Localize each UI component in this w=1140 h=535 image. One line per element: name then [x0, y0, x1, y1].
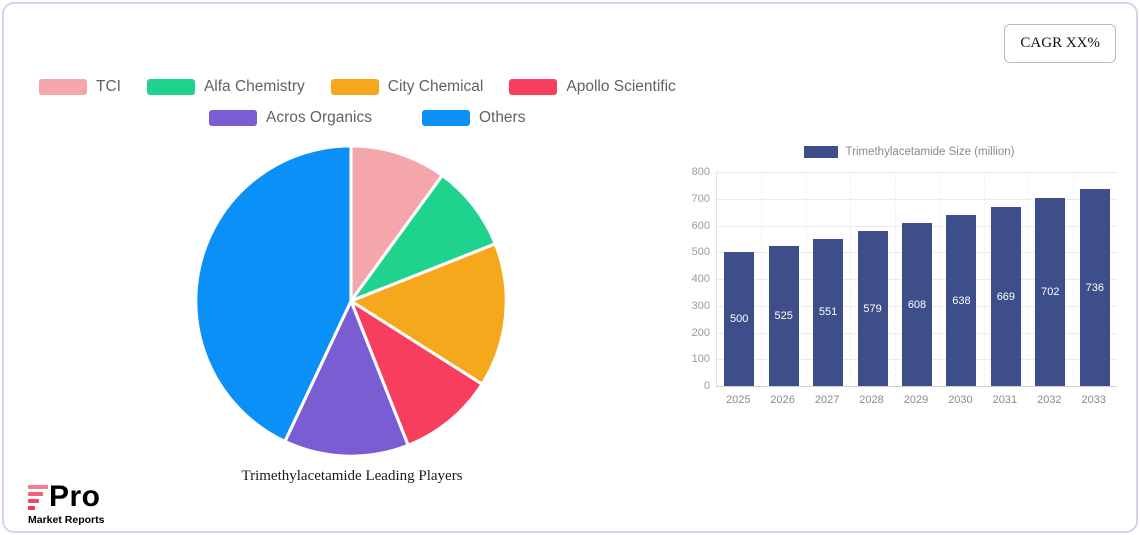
pie-chart	[188, 138, 514, 464]
legend-swatch-others	[421, 110, 470, 126]
bar-value-2032: 702	[1041, 286, 1060, 299]
bar-chart: Trimethylacetamide Size (million) 0 100 20…	[680, 144, 1136, 416]
legend-swatch-alfa-chemistry	[146, 79, 195, 95]
pie-slice-others	[194, 144, 353, 444]
legend-row-1: TCI Alfa Chemistry City Chemical Apollo …	[39, 78, 676, 96]
y-tick-label-100: 100	[691, 353, 710, 366]
bar-value-2026: 525	[774, 309, 793, 322]
legend-row-2: Acros Organics Others	[209, 109, 676, 127]
y-tick-label-0: 0	[703, 380, 710, 392]
y-tick-label-500: 500	[691, 246, 710, 259]
pie-slice-alfa-chemistry	[349, 173, 497, 303]
gridline-x	[1072, 172, 1074, 386]
legend-item-others[interactable]: Others	[421, 109, 526, 127]
logo-name: Pro	[49, 480, 101, 513]
x-tick-label-2028: 2028	[859, 394, 884, 406]
bar-chart-legend[interactable]: Trimethylacetamide Size (million)	[680, 146, 1136, 158]
pie-chart-title: Trimethylacetamide Leading Players	[241, 468, 463, 484]
pie-slice-city-chemical	[349, 242, 508, 386]
gridline-x	[894, 172, 896, 386]
bar-value-2033: 736	[1085, 281, 1104, 294]
x-tick-label-2030: 2030	[948, 394, 973, 406]
x-tick-label-2032: 2032	[1037, 394, 1062, 406]
legend-label-apollo-scientific: Apollo Scientific	[566, 78, 676, 95]
x-tick-label-2029: 2029	[903, 394, 929, 406]
bar-value-2029: 608	[907, 298, 927, 311]
bar-plot-area: 500 525 551 579 608 638 669 702 736	[716, 172, 1117, 387]
legend-item-apollo-scientific[interactable]: Apollo Scientific	[509, 78, 676, 96]
gridline-x	[805, 172, 807, 386]
pie-svg	[194, 144, 508, 458]
bar-2027	[813, 238, 844, 386]
x-tick-label-2033: 2033	[1081, 394, 1106, 406]
pro-market-reports-logo: Pro Market Reports	[28, 480, 104, 526]
x-tick-label-2031: 2031	[992, 394, 1018, 406]
pie-slice-apollo-scientific	[349, 299, 484, 447]
x-tick-label-2025: 2025	[725, 394, 751, 406]
gridline-y-800	[717, 172, 1117, 173]
legend-label-city-chemical: City Chemical	[387, 78, 484, 95]
bar-value-2031: 669	[996, 290, 1016, 303]
y-tick-label-700: 700	[691, 192, 710, 205]
cagr-badge[interactable]: CAGR XX%	[1004, 24, 1116, 63]
legend-label-acros-organics: Acros Organics	[266, 109, 372, 126]
legend-item-tci[interactable]: TCI	[39, 78, 121, 96]
bar-2033	[1079, 189, 1110, 386]
y-tick-label-800: 800	[691, 166, 710, 178]
legend-swatch-acros-organics	[209, 110, 257, 126]
pie-slice-acros-organics	[283, 299, 410, 458]
gridline-y-700	[717, 198, 1117, 200]
y-tick-label-600: 600	[691, 219, 710, 232]
legend-item-alfa-chemistry[interactable]: Alfa Chemistry	[146, 78, 305, 96]
legend-label-alfa-chemistry: Alfa Chemistry	[203, 78, 305, 95]
gridline-x	[850, 172, 852, 386]
bar-2026	[768, 245, 799, 386]
y-tick-label-300: 300	[691, 299, 710, 312]
bar-2029	[902, 223, 932, 386]
legend-label-others: Others	[478, 109, 526, 126]
bar-value-2028: 579	[863, 302, 882, 315]
gridline-x	[1028, 172, 1030, 386]
bar-value-2025: 500	[730, 313, 749, 326]
legend-swatch-city-chemical	[330, 79, 379, 95]
pie-slice-tci	[349, 144, 444, 303]
bar-2030	[946, 215, 977, 386]
logo-top: Pro	[28, 480, 104, 514]
legend-item-acros-organics[interactable]: Acros Organics	[209, 109, 372, 127]
logo-subtitle: Market Reports	[28, 514, 105, 526]
bar-legend-label: Trimethylacetamide Size (million)	[845, 146, 1015, 158]
logo-lines-icon	[28, 484, 48, 510]
y-tick-label-200: 200	[691, 326, 710, 339]
bar-2025	[724, 252, 755, 386]
bar-2031	[990, 207, 1021, 386]
bar-value-2030: 638	[952, 294, 971, 307]
gridline-x	[939, 172, 941, 386]
bar-2032	[1035, 198, 1066, 386]
x-tick-label-2026: 2026	[770, 394, 795, 406]
legend-swatch-apollo-scientific	[509, 79, 558, 95]
x-tick-label-2027: 2027	[814, 394, 840, 406]
legend-swatch-tci	[39, 79, 87, 95]
legend-label-tci: TCI	[96, 78, 121, 95]
legend-item-city-chemical[interactable]: City Chemical	[330, 78, 484, 96]
bar-legend-swatch	[803, 146, 838, 158]
gridline-x	[761, 172, 763, 386]
pie-legend: TCI Alfa Chemistry City Chemical Apollo …	[39, 78, 676, 140]
bar-value-2027: 551	[818, 306, 838, 319]
y-tick-label-400: 400	[691, 273, 710, 285]
gridline-x	[983, 172, 985, 386]
bar-2028	[857, 231, 888, 386]
